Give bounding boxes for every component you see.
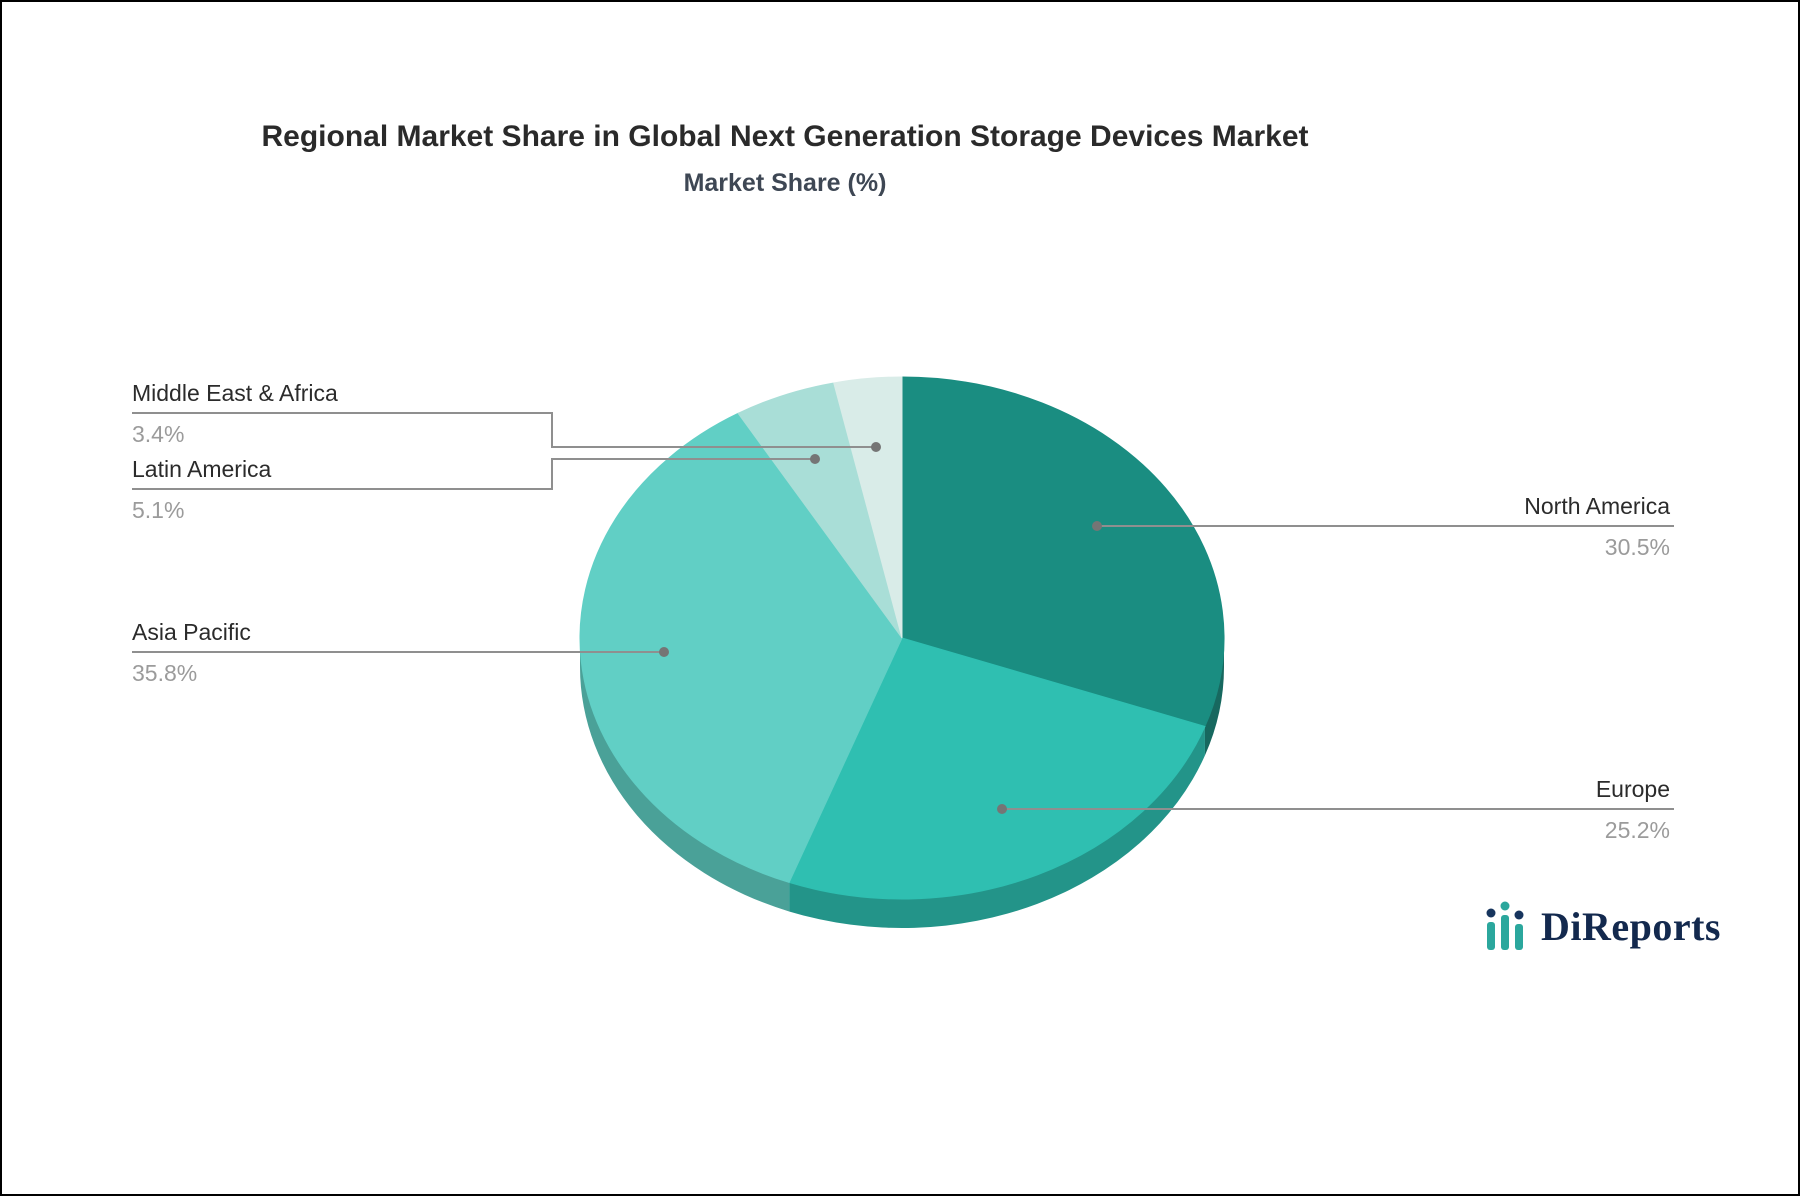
- pie-slice-middle-east-africa[interactable]: [833, 376, 903, 639]
- callout-label-latin-america: Latin America: [132, 456, 272, 482]
- leader-dot-europe: [997, 804, 1007, 814]
- pie-slice-europe[interactable]: [788, 637, 1206, 900]
- leader-dot-asia-pacific: [659, 647, 669, 657]
- callout-value-middle-east-africa: 3.4%: [132, 421, 185, 447]
- logo-icon: [1486, 901, 1524, 950]
- logo: DiReports: [1483, 900, 1721, 952]
- callout-label-asia-pacific: Asia Pacific: [132, 619, 251, 645]
- callout-label-europe: Europe: [1595, 776, 1670, 802]
- leader-dot-north-america: [1092, 521, 1102, 531]
- chart-title: Regional Market Share in Global Next Gen…: [261, 120, 1309, 153]
- logo-text: DiReports: [1540, 903, 1721, 949]
- leader-dot-middle-east-africa: [871, 442, 881, 452]
- leader-dot-latin-america: [810, 454, 820, 464]
- callout-value-asia-pacific: 35.8%: [132, 660, 198, 686]
- callout-value-europe: 25.2%: [1604, 817, 1670, 843]
- pie-slice-rim-asia-pacific: [580, 638, 790, 912]
- chart-subtitle: Market Share (%): [683, 169, 887, 197]
- pie-slice-asia-pacific[interactable]: [579, 412, 903, 884]
- leader-line-latin-america: [132, 458, 815, 490]
- callout-value-north-america: 30.5%: [1604, 534, 1670, 560]
- callout-label-north-america: North America: [1524, 493, 1670, 519]
- pie-slice-north-america[interactable]: [901, 376, 1225, 728]
- pie-slice-rim-north-america: [1204, 638, 1224, 756]
- callout-label-middle-east-africa: Middle East & Africa: [132, 380, 338, 406]
- leader-line-middle-east-africa: [132, 412, 876, 448]
- callout-value-latin-america: 5.1%: [132, 497, 185, 523]
